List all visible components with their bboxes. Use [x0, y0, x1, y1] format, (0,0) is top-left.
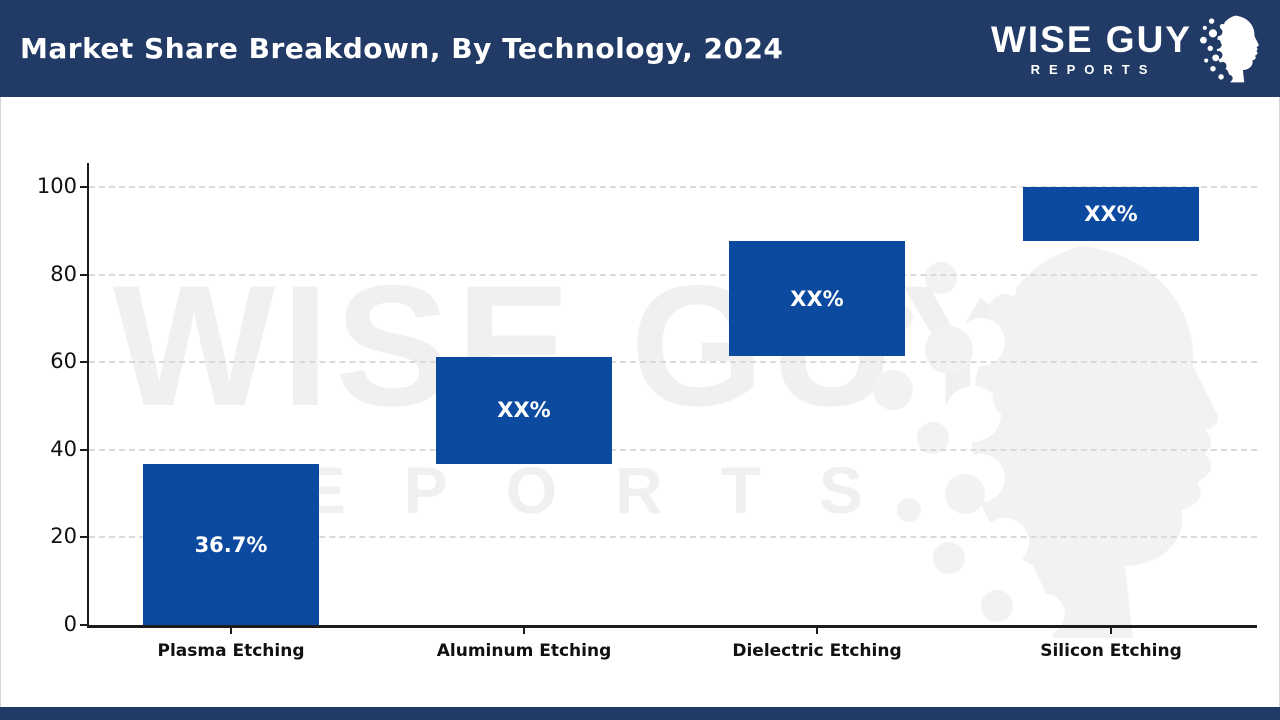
y-gridline	[89, 361, 1257, 364]
y-gridline	[89, 186, 1257, 188]
y-axis-tick	[80, 624, 89, 626]
y-tick-label: 40	[50, 436, 77, 461]
y-gridline	[89, 536, 1257, 539]
y-tick-label: 20	[50, 524, 77, 549]
bar-value-label: XX%	[1084, 201, 1138, 226]
footer-bar	[0, 707, 1280, 720]
watermark-head-profile-icon	[873, 246, 1218, 638]
x-axis-tick	[230, 625, 232, 634]
header-bar: Market Share Breakdown, By Technology, 2…	[0, 0, 1280, 97]
x-axis-tick	[523, 625, 525, 634]
x-axis-tick	[816, 625, 818, 634]
y-axis-line	[87, 163, 89, 628]
bar-dielectric-etching: XX%	[729, 240, 905, 357]
page-title: Market Share Breakdown, By Technology, 2…	[20, 32, 784, 65]
bar-value-label: 36.7%	[194, 532, 268, 557]
y-tick-label: 60	[50, 349, 77, 374]
head-profile-icon	[1200, 15, 1259, 82]
bar-silicon-etching: XX%	[1023, 187, 1199, 241]
y-axis-tick	[80, 186, 89, 188]
y-axis-tick	[80, 361, 89, 364]
y-tick-label: 100	[36, 174, 77, 198]
y-axis-tick	[80, 448, 89, 451]
x-axis-tick	[1110, 625, 1112, 634]
x-category-label: Dielectric Etching	[732, 641, 902, 661]
x-category-label: Plasma Etching	[157, 641, 305, 661]
brand-logo-text: WISE GUY REPORTS	[991, 21, 1192, 77]
brand-logo-sub: REPORTS	[1030, 61, 1157, 77]
y-gridline	[89, 273, 1257, 276]
y-gridline	[89, 448, 1257, 451]
brand-logo-main: WISE GUY	[990, 18, 1192, 60]
bar-aluminum-etching: XX%	[436, 356, 612, 465]
chart-area: WISE GUY REPORTS 0 20 40 60 80 100 36.7% Plasma…	[0, 97, 1280, 707]
bar-plasma-etching: 36.7%	[143, 464, 319, 625]
bar-value-label: XX%	[790, 286, 844, 311]
bar-value-label: XX%	[497, 398, 551, 423]
x-axis-line	[87, 625, 1257, 628]
y-axis-tick	[80, 536, 89, 539]
y-tick-label: 80	[50, 261, 77, 286]
brand-logo: WISE GUY REPORTS	[991, 0, 1266, 97]
y-tick-label: 0	[63, 612, 77, 636]
x-category-label: Silicon Etching	[1040, 641, 1182, 661]
y-axis-tick	[80, 273, 89, 276]
x-category-label: Aluminum Etching	[436, 641, 612, 661]
